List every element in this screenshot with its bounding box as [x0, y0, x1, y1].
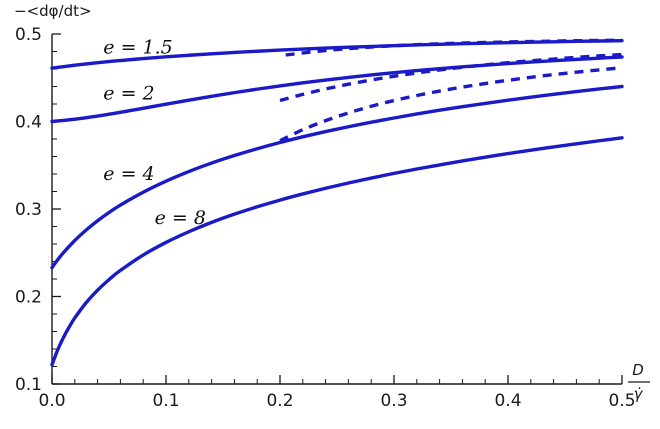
y-tick-label: 0.1	[15, 375, 42, 395]
data-curves	[50, 38, 624, 367]
y-tick-label: 0.2	[15, 288, 42, 308]
x-axis-label-numerator: D	[632, 361, 644, 379]
y-tick-label: 0.3	[15, 200, 42, 220]
x-axis-label-denominator: γ̇	[634, 385, 644, 403]
annotation-eeq1.5: e = 1.5	[103, 36, 172, 58]
curve-annotations: e = 1.5 e = 2 e = 4e = 8	[103, 36, 206, 229]
curve-e-eq-1.5-asymptote	[285, 38, 623, 57]
curve-e-eq-2	[50, 55, 624, 124]
y-tick-label: 0.5	[15, 25, 42, 45]
annotation-eeq8: e = 8	[155, 207, 206, 229]
x-tick-label: 0.1	[152, 391, 179, 411]
x-axis-label: D γ̇	[628, 361, 650, 403]
curve-e-eq-8	[50, 136, 624, 367]
x-tick-label: 0.3	[380, 391, 407, 411]
annotation-eeq4: e = 4	[103, 163, 154, 185]
curve-e-eq-4	[50, 84, 624, 270]
x-tick-label: 0.2	[266, 391, 293, 411]
curve-e-eq-4-asymptote	[279, 66, 623, 143]
axis-ticks	[51, 33, 623, 385]
axis-tick-labels: 0.0 0.1 0.2 0.3 0.4 0.50.10.20.30.40.5	[15, 25, 636, 411]
curve-e-eq-2-asymptote	[279, 52, 623, 103]
y-tick-label: 0.4	[15, 113, 42, 133]
annotation-eeq2: e = 2	[103, 83, 154, 105]
x-tick-label: 0.4	[494, 391, 521, 411]
y-axis-label: −<dφ/dt>	[14, 2, 92, 20]
x-tick-label: 0.0	[38, 391, 65, 411]
x-tick-label: 0.5	[608, 391, 635, 411]
